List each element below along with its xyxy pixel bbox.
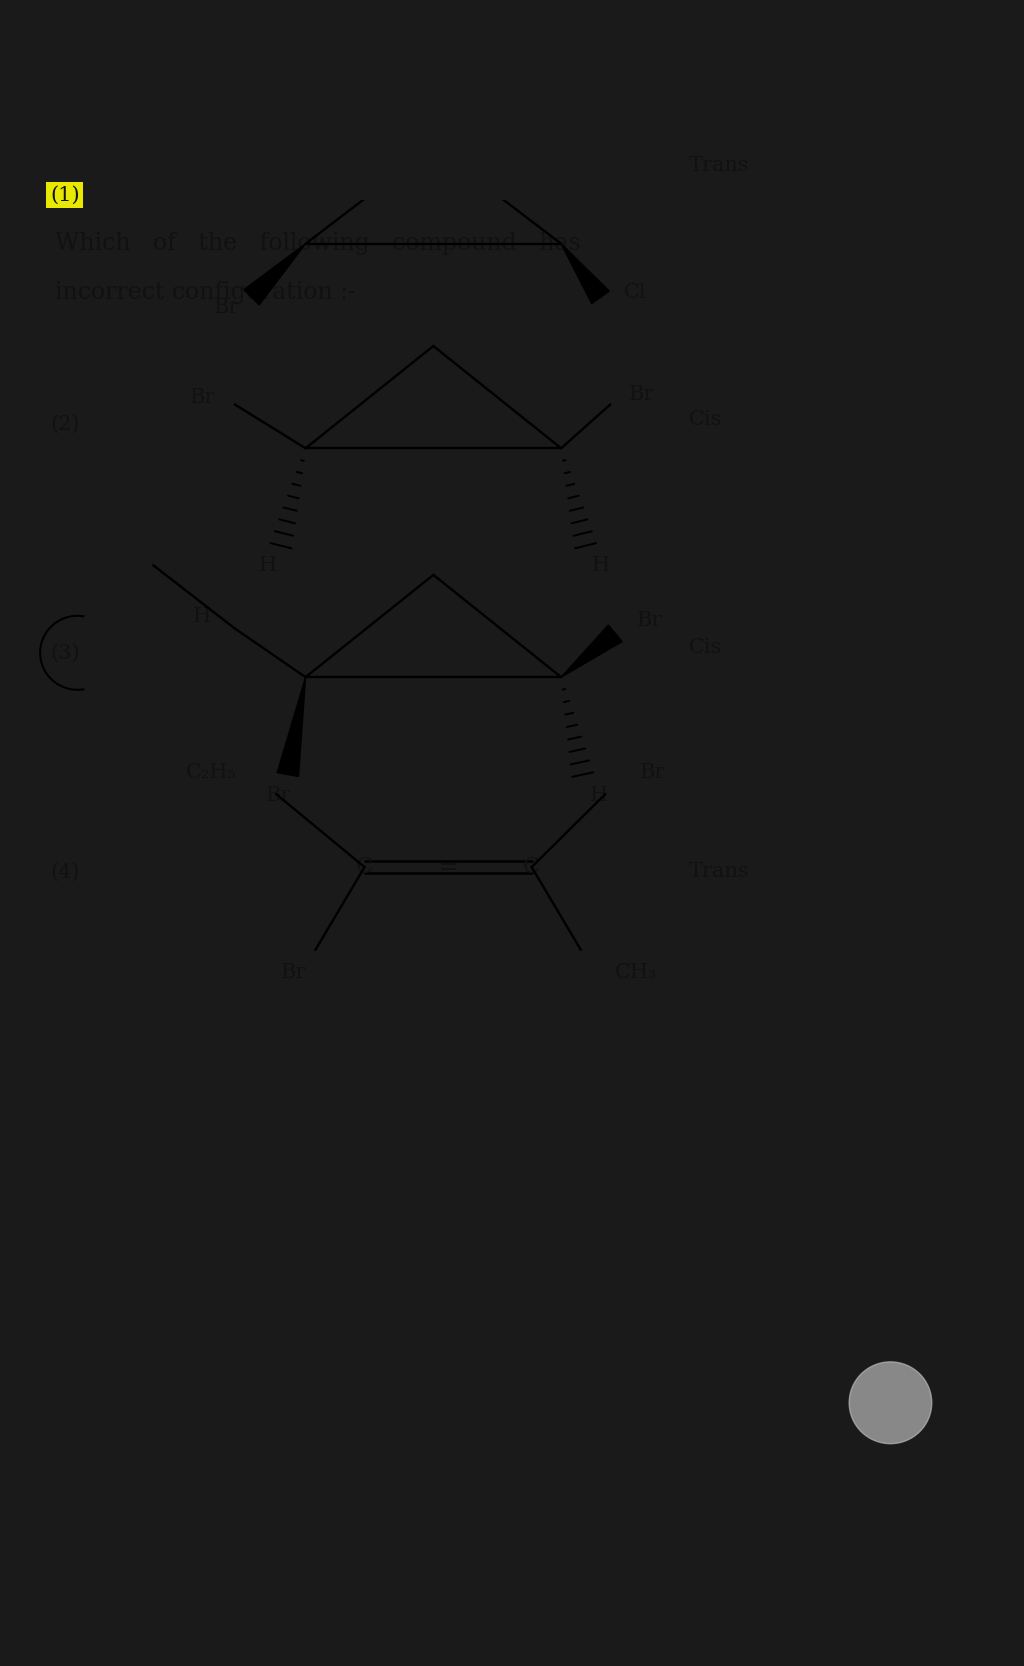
Text: Cis: Cis: [689, 638, 722, 658]
Text: H: H: [259, 556, 278, 575]
Text: CH₃: CH₃: [615, 963, 657, 981]
Text: Trans: Trans: [689, 157, 750, 175]
Text: (3): (3): [50, 643, 80, 663]
Circle shape: [849, 1361, 932, 1444]
Text: H: H: [590, 786, 607, 805]
Text: Which   of   the   following   compound   has: Which of the following compound has: [55, 232, 581, 255]
Text: Br: Br: [189, 388, 215, 407]
Text: Br: Br: [214, 298, 240, 317]
Text: C₂H₅: C₂H₅: [186, 763, 237, 781]
Text: C: C: [356, 856, 373, 878]
Polygon shape: [561, 243, 609, 303]
Text: Trans: Trans: [689, 863, 750, 881]
Text: Cl: Cl: [624, 283, 646, 302]
Text: Br: Br: [637, 611, 663, 630]
Text: Br: Br: [265, 786, 291, 805]
Text: (1): (1): [50, 185, 80, 205]
Text: (2): (2): [50, 415, 80, 433]
Text: H: H: [592, 556, 609, 575]
Text: Cis: Cis: [689, 410, 722, 428]
Polygon shape: [244, 243, 305, 305]
Polygon shape: [561, 625, 622, 676]
Polygon shape: [278, 676, 305, 776]
Text: Br: Br: [640, 763, 666, 781]
Text: =: =: [438, 856, 458, 878]
Text: (4): (4): [50, 863, 80, 881]
Text: incorrect configuration :-: incorrect configuration :-: [55, 282, 356, 303]
Text: Br: Br: [281, 963, 306, 981]
Text: Br: Br: [629, 385, 654, 405]
Text: C: C: [523, 856, 541, 878]
Text: H: H: [194, 608, 211, 626]
